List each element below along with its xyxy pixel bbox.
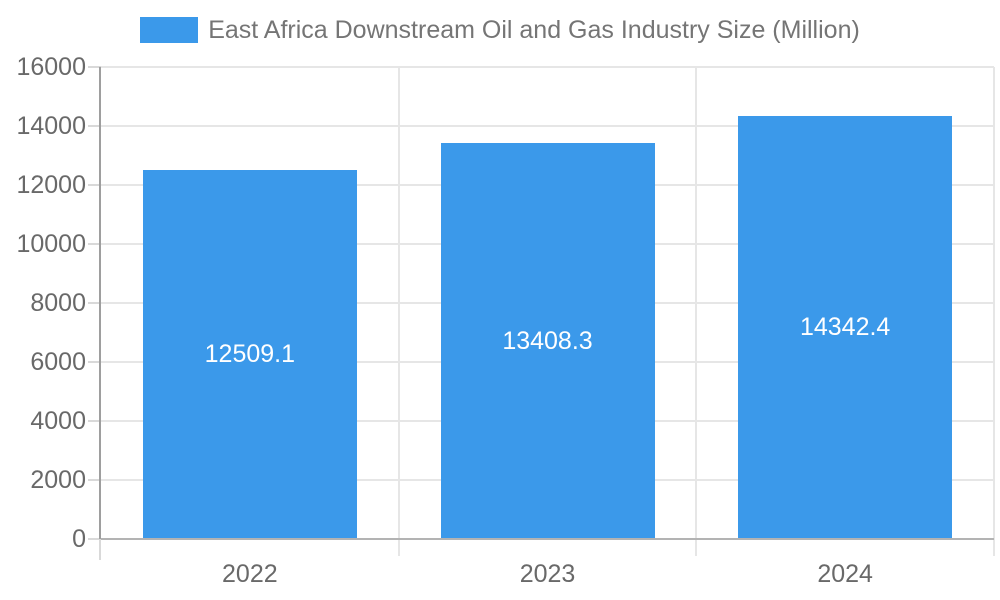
y-tick-mark — [88, 184, 101, 186]
x-axis-tick-label: 2023 — [519, 560, 576, 588]
y-axis-tick-label: 14000 — [16, 112, 86, 140]
y-tick-mark — [88, 479, 101, 481]
y-axis-tick-stub — [99, 539, 101, 560]
bar-value-label: 13408.3 — [502, 327, 593, 356]
bar-2022[interactable] — [142, 169, 357, 539]
y-tick-mark — [88, 125, 101, 127]
x-axis-baseline — [101, 538, 994, 540]
legend-title: East Africa Downstream Oil and Gas Indus… — [208, 15, 860, 44]
y-tick-mark — [88, 538, 101, 540]
y-axis-tick-label: 6000 — [30, 348, 86, 376]
chart-legend[interactable]: East Africa Downstream Oil and Gas Indus… — [0, 13, 1000, 47]
legend-swatch — [140, 17, 199, 43]
y-axis-tick-label: 0 — [72, 525, 86, 553]
y-tick-mark — [88, 420, 101, 422]
gridline — [101, 125, 994, 127]
bar-value-label: 12509.1 — [204, 340, 296, 369]
y-axis-tick-label: 16000 — [16, 53, 86, 81]
y-tick-mark — [88, 66, 101, 68]
category-separator — [695, 67, 698, 556]
bar-2024[interactable] — [738, 115, 953, 539]
category-separator — [397, 67, 400, 556]
x-axis-tick-label: 2024 — [817, 560, 873, 588]
y-axis-tick-label: 4000 — [30, 407, 86, 435]
bar-2023[interactable] — [440, 143, 655, 539]
y-tick-mark — [88, 361, 101, 363]
x-axis-tick-label: 2022 — [222, 560, 278, 588]
gridline — [101, 66, 994, 68]
bar-value-label: 14342.4 — [799, 313, 891, 342]
y-tick-mark — [88, 243, 101, 245]
y-axis-tick-label: 8000 — [30, 289, 86, 317]
category-separator — [993, 67, 995, 556]
y-axis-line — [99, 67, 101, 539]
y-axis-tick-label: 10000 — [16, 230, 86, 258]
y-tick-mark — [88, 302, 101, 304]
y-axis-tick-label: 12000 — [16, 171, 86, 199]
y-axis-tick-label: 2000 — [30, 466, 86, 494]
